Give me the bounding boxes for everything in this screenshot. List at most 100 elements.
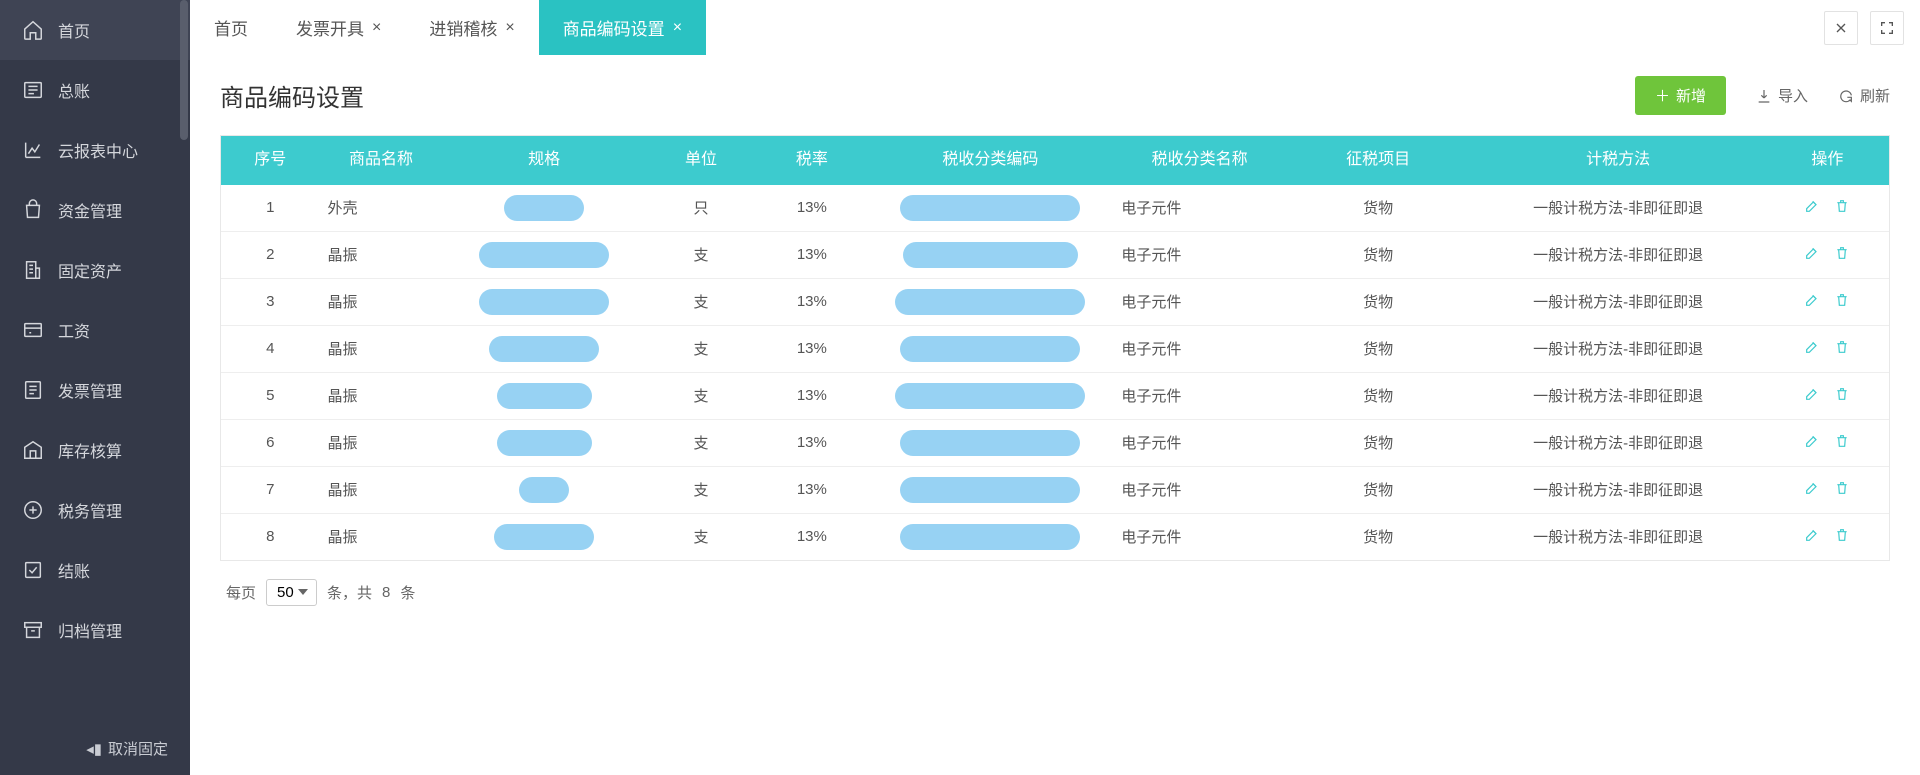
sidebar-item-funds[interactable]: 资金管理	[0, 180, 190, 240]
sidebar-item-label: 首页	[58, 18, 90, 42]
cell-rate: 13%	[756, 513, 867, 560]
edit-icon[interactable]	[1804, 198, 1820, 214]
close-icon[interactable]: ×	[505, 19, 514, 37]
invoice-icon	[22, 379, 44, 401]
sidebar-item-ledger[interactable]: 总账	[0, 60, 190, 120]
tab-label: 首页	[214, 15, 248, 40]
sidebar-unpin[interactable]: ◂▮ 取消固定	[0, 722, 190, 775]
tabbar: 首页发票开具× 进销稽核 × 商品编码设置 ×	[190, 0, 1920, 56]
edit-icon[interactable]	[1804, 339, 1820, 355]
edit-icon[interactable]	[1804, 386, 1820, 402]
cell-seq: 1	[221, 185, 319, 232]
cell-seq: 6	[221, 419, 319, 466]
sidebar-item-tax[interactable]: 税务管理	[0, 480, 190, 540]
sidebar-item-home[interactable]: 首页	[0, 0, 190, 60]
delete-icon[interactable]	[1834, 480, 1850, 496]
cell-tax-code	[867, 185, 1113, 232]
sidebar-item-invoice[interactable]: 发票管理	[0, 360, 190, 420]
sidebar-item-label: 资金管理	[58, 198, 122, 222]
column-header: 计税方法	[1470, 136, 1765, 185]
cell-seq: 2	[221, 231, 319, 278]
cell-rate: 13%	[756, 419, 867, 466]
sidebar-item-inventory[interactable]: 库存核算	[0, 420, 190, 480]
delete-icon[interactable]	[1834, 386, 1850, 402]
cell-tax-code	[867, 466, 1113, 513]
cell-rate: 13%	[756, 185, 867, 232]
table-row: 3晶振支13%电子元件货物一般计税方法-非即征即退	[221, 278, 1889, 325]
cell-tax-item: 货物	[1286, 325, 1471, 372]
tab-label: 商品编码设置	[563, 15, 665, 40]
cell-tax-class: 电子元件	[1113, 325, 1285, 372]
page-size-select[interactable]: 50	[266, 579, 317, 606]
archive-icon	[22, 619, 44, 641]
delete-icon[interactable]	[1834, 339, 1850, 355]
sidebar-item-label: 结账	[58, 558, 90, 582]
delete-icon[interactable]	[1834, 198, 1850, 214]
import-icon	[1756, 88, 1772, 104]
tab-label: 进销稽核	[429, 15, 497, 40]
sidebar-footer-label: 取消固定	[108, 738, 168, 759]
delete-icon[interactable]	[1834, 245, 1850, 261]
cell-unit: 支	[646, 419, 757, 466]
cell-tax-item: 货物	[1286, 372, 1471, 419]
table-row: 1外壳只13%电子元件货物一般计税方法-非即征即退	[221, 185, 1889, 232]
close-book-icon	[22, 559, 44, 581]
sidebar-item-label: 库存核算	[58, 438, 122, 462]
refresh-button[interactable]: 刷新	[1838, 85, 1890, 106]
tab-商品编码设置[interactable]: 商品编码设置 ×	[539, 0, 706, 55]
cell-tax-code	[867, 278, 1113, 325]
cell-tax-item: 货物	[1286, 513, 1471, 560]
cell-seq: 5	[221, 372, 319, 419]
column-header: 序号	[221, 136, 319, 185]
column-header: 征税项目	[1286, 136, 1471, 185]
tab-进销稽核[interactable]: 进销稽核 ×	[405, 0, 538, 55]
sidebar-item-report[interactable]: 云报表中心	[0, 120, 190, 180]
sidebar-item-assets[interactable]: 固定资产	[0, 240, 190, 300]
tab-首页[interactable]: 首页	[190, 0, 272, 55]
cell-rate: 13%	[756, 325, 867, 372]
delete-icon[interactable]	[1834, 433, 1850, 449]
cell-seq: 8	[221, 513, 319, 560]
cell-rate: 13%	[756, 278, 867, 325]
fullscreen-button[interactable]	[1870, 11, 1904, 45]
cell-seq: 4	[221, 325, 319, 372]
edit-icon[interactable]	[1804, 480, 1820, 496]
cell-spec	[443, 513, 646, 560]
cell-rate: 13%	[756, 231, 867, 278]
sidebar-item-label: 税务管理	[58, 498, 122, 522]
cell-unit: 支	[646, 325, 757, 372]
cell-seq: 7	[221, 466, 319, 513]
edit-icon[interactable]	[1804, 245, 1820, 261]
tab-发票开具[interactable]: 发票开具×	[272, 0, 405, 55]
edit-icon[interactable]	[1804, 292, 1820, 308]
close-icon[interactable]: ×	[372, 19, 381, 37]
column-header: 商品名称	[319, 136, 442, 185]
cell-method: 一般计税方法-非即征即退	[1470, 513, 1765, 560]
cell-tax-class: 电子元件	[1113, 278, 1285, 325]
cell-name: 晶振	[319, 419, 442, 466]
add-button[interactable]: ＋ 新增	[1635, 76, 1726, 115]
cell-tax-class: 电子元件	[1113, 231, 1285, 278]
cell-tax-item: 货物	[1286, 466, 1471, 513]
delete-icon[interactable]	[1834, 527, 1850, 543]
arrow-left-icon: ◂▮	[86, 740, 102, 758]
edit-icon[interactable]	[1804, 433, 1820, 449]
cell-tax-item: 货物	[1286, 278, 1471, 325]
warehouse-icon	[22, 439, 44, 461]
sidebar-item-label: 发票管理	[58, 378, 122, 402]
import-button[interactable]: 导入	[1756, 85, 1808, 106]
refresh-button-label: 刷新	[1860, 85, 1890, 106]
sidebar-item-close[interactable]: 结账	[0, 540, 190, 600]
cell-tax-item: 货物	[1286, 419, 1471, 466]
cell-name: 晶振	[319, 231, 442, 278]
close-all-tabs-button[interactable]	[1824, 11, 1858, 45]
sidebar-scrollbar[interactable]	[180, 0, 188, 140]
cell-actions	[1766, 278, 1889, 325]
sidebar-item-archive[interactable]: 归档管理	[0, 600, 190, 660]
cell-actions	[1766, 372, 1889, 419]
cell-rate: 13%	[756, 372, 867, 419]
edit-icon[interactable]	[1804, 527, 1820, 543]
delete-icon[interactable]	[1834, 292, 1850, 308]
sidebar-item-salary[interactable]: 工资	[0, 300, 190, 360]
close-icon[interactable]: ×	[673, 19, 682, 37]
